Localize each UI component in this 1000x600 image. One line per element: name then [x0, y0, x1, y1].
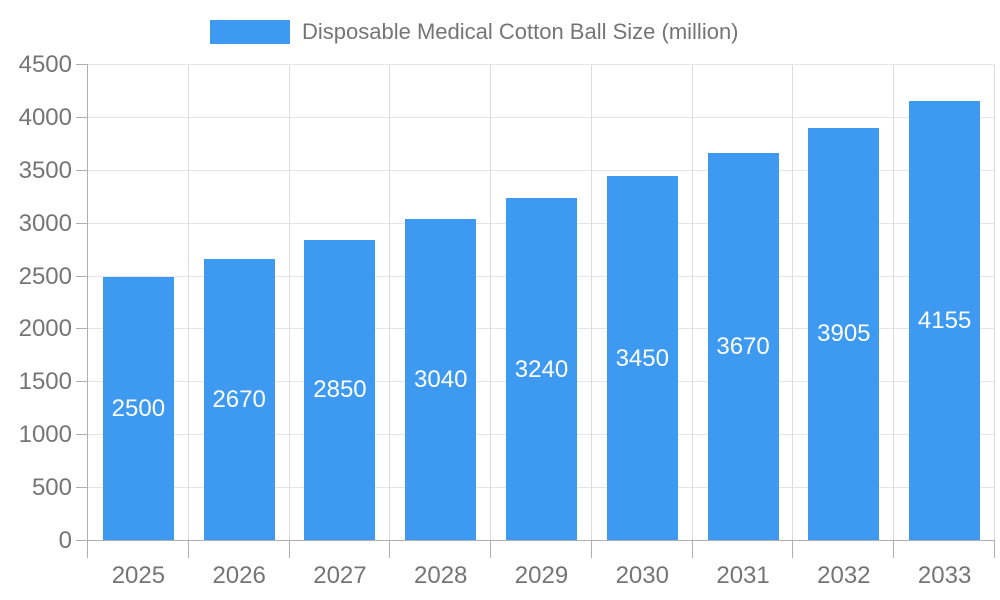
x-tick-label: 2031	[716, 562, 770, 589]
y-axis-tick	[76, 169, 88, 171]
y-axis-tick	[76, 222, 88, 224]
x-grid-line	[590, 65, 592, 541]
x-axis-line	[76, 540, 995, 541]
y-tick-label: 0	[58, 527, 72, 554]
bar: 3040	[405, 219, 477, 541]
y-axis-tick	[76, 275, 88, 277]
x-tick-label: 2032	[817, 562, 871, 589]
y-grid-line	[88, 116, 995, 118]
x-grid-line	[792, 65, 794, 541]
bar: 2850	[304, 239, 376, 541]
bar-value-label: 2850	[313, 376, 367, 404]
x-tick-label: 2025	[111, 562, 166, 589]
legend[interactable]: Disposable Medical Cotton Ball Size (mil…	[210, 19, 739, 45]
y-tick-label: 2500	[18, 262, 72, 290]
x-tick-label: 2030	[615, 562, 669, 589]
x-tick-label: 2027	[313, 562, 367, 589]
bar-value-label: 2670	[212, 385, 266, 413]
x-axis-tick	[490, 541, 492, 558]
bar: 3240	[506, 198, 577, 541]
y-tick-label: 3500	[18, 156, 72, 184]
y-grid-line	[88, 169, 995, 171]
x-axis-tick	[792, 541, 794, 558]
y-axis-tick	[76, 64, 88, 65]
bar-value-label: 3450	[615, 344, 669, 372]
x-axis-tick	[994, 541, 995, 558]
y-axis-tick	[76, 487, 88, 489]
y-tick-label: 2000	[18, 315, 72, 343]
bar-value-label: 2500	[111, 394, 166, 422]
x-tick-label: 2026	[212, 562, 266, 589]
x-tick-label: 2028	[414, 562, 468, 589]
x-axis-tick	[691, 541, 693, 558]
x-tick-label: 2029	[514, 562, 569, 589]
x-grid-line	[893, 65, 895, 541]
bar-value-label: 4155	[917, 307, 972, 335]
y-tick-label: 1000	[18, 421, 72, 449]
y-tick-label: 3000	[18, 209, 72, 237]
x-grid-line	[187, 65, 189, 541]
x-axis-tick	[389, 541, 391, 558]
x-axis-tick	[288, 541, 290, 558]
bar-value-label: 3040	[414, 366, 468, 394]
x-grid-line	[691, 65, 693, 541]
bar: 3450	[606, 176, 678, 541]
bar: 2500	[102, 276, 174, 541]
y-axis-tick	[76, 116, 88, 118]
x-grid-line	[389, 65, 391, 541]
y-tick-label: 4000	[18, 103, 72, 131]
y-tick-label: 500	[31, 474, 72, 502]
y-axis-tick	[76, 328, 88, 330]
bar: 4155	[909, 101, 981, 541]
bar: 3905	[808, 127, 880, 541]
bar-value-label: 3240	[514, 355, 569, 383]
x-tick-label: 2033	[917, 562, 972, 589]
y-tick-label: 1500	[18, 368, 72, 396]
y-grid-line	[88, 64, 995, 65]
bar: 2670	[203, 258, 275, 541]
y-axis-line	[87, 65, 88, 558]
y-tick-label: 4500	[18, 51, 72, 78]
x-axis-tick	[590, 541, 592, 558]
y-axis-tick	[76, 434, 88, 436]
y-axis-tick	[76, 381, 88, 383]
legend-label: Disposable Medical Cotton Ball Size (mil…	[302, 19, 739, 44]
x-axis-tick	[187, 541, 189, 558]
legend-swatch	[210, 20, 290, 44]
x-grid-line	[490, 65, 492, 541]
bar-value-label: 3905	[817, 320, 871, 348]
bar: 3670	[707, 152, 779, 541]
x-axis-tick	[893, 541, 895, 558]
bar-value-label: 3670	[716, 332, 770, 360]
x-grid-line	[994, 65, 995, 541]
x-grid-line	[288, 65, 290, 541]
